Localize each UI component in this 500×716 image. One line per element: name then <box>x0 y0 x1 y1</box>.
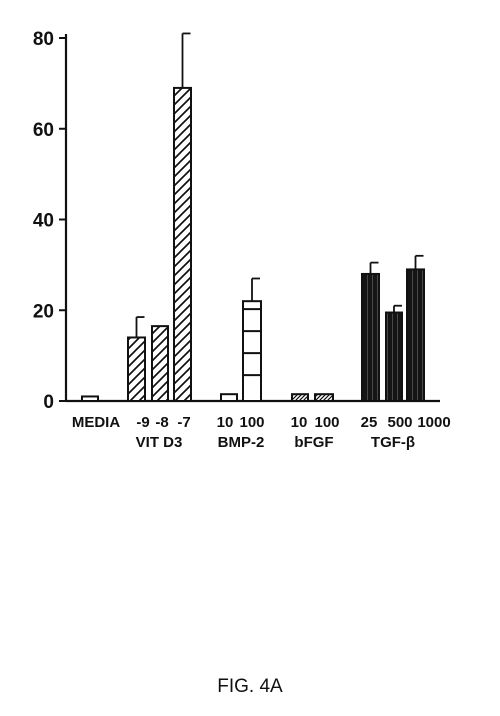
group-label: BMP-2 <box>218 434 265 451</box>
bar <box>220 393 238 403</box>
category-label: 25 <box>361 414 378 431</box>
category-label: -9 <box>136 414 149 431</box>
category-label: 1000 <box>417 414 450 431</box>
y-tick-label: 20 <box>33 301 54 322</box>
category-label: 10 <box>291 414 308 431</box>
category-label: 100 <box>314 414 339 431</box>
y-tick-label: 40 <box>33 211 54 232</box>
bar <box>81 395 99 402</box>
bar <box>406 268 425 402</box>
category-label: 100 <box>239 414 264 431</box>
bar <box>242 300 262 402</box>
bar <box>173 86 192 402</box>
figure-caption: FIG. 4A <box>217 676 283 697</box>
category-label: 10 <box>217 414 234 431</box>
group-label: TGF-β <box>371 434 415 451</box>
category-label: -8 <box>155 414 168 431</box>
bar <box>127 336 146 403</box>
bar <box>151 325 169 403</box>
bars <box>81 32 425 403</box>
category-labels: MEDIA -9 -8 -7 VIT D3 10 100 BMP-2 10 100 bFGF 25 50… <box>72 414 451 451</box>
group-label: bFGF <box>294 434 333 451</box>
bar <box>361 272 380 403</box>
category-label: 500 <box>387 414 412 431</box>
bar <box>385 311 403 402</box>
group-label: VIT D3 <box>136 434 183 451</box>
y-tick-label: 80 <box>33 29 54 50</box>
category-label: -7 <box>177 414 190 431</box>
bar <box>291 393 309 403</box>
y-tick-label: 0 <box>43 392 54 413</box>
y-tick-label: 60 <box>33 120 54 141</box>
category-label: MEDIA <box>72 414 121 431</box>
bar <box>314 393 334 403</box>
